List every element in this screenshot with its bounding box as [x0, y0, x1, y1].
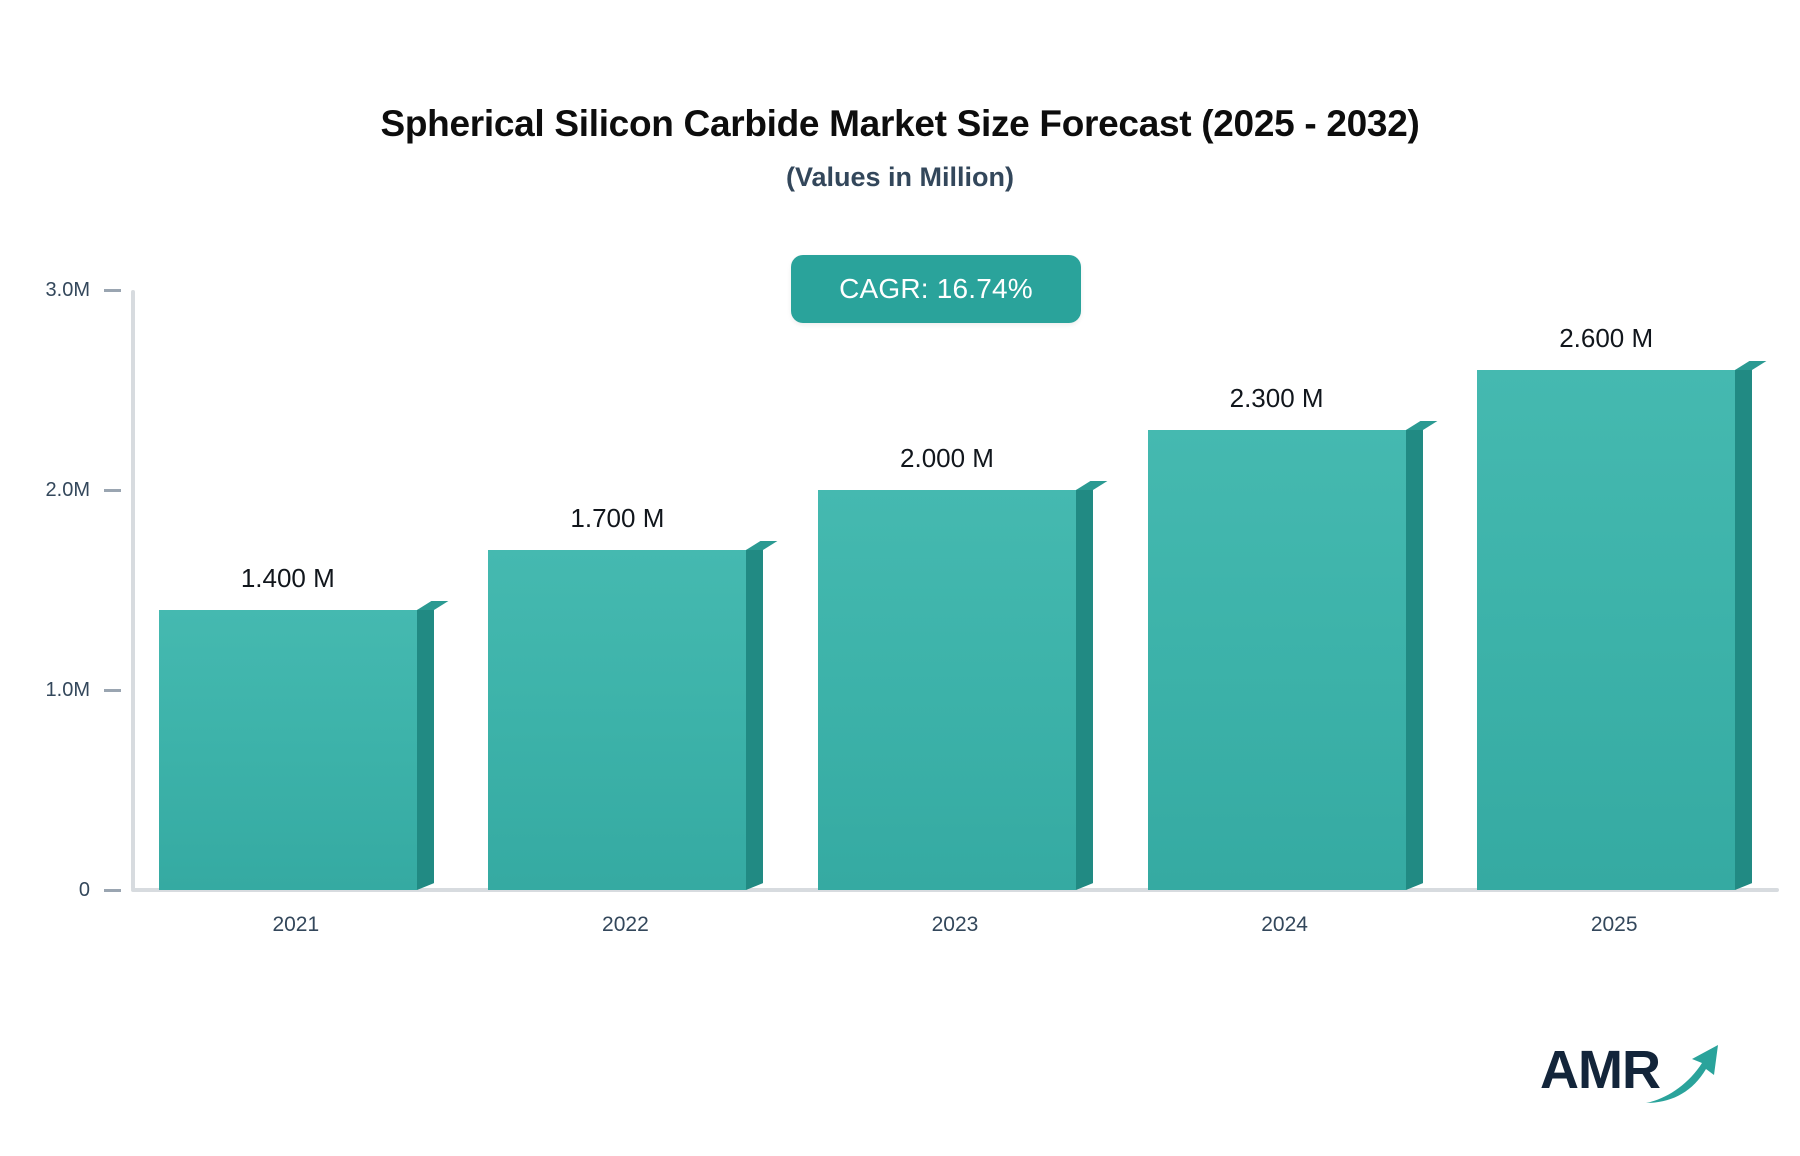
bar-top-face: [1735, 361, 1767, 370]
x-axis-tick-label: 2021: [272, 913, 320, 936]
bar-value-label: 2.300 M: [1229, 383, 1324, 413]
bar[interactable]: [1477, 361, 1767, 890]
bar-front-face: [488, 550, 747, 890]
bar-top-face: [1405, 421, 1437, 430]
bar[interactable]: [488, 541, 778, 890]
y-axis-tick: 2.0M: [0, 478, 131, 501]
y-axis-tick: 0: [0, 878, 131, 901]
page-title: Spherical Silicon Carbide Market Size Fo…: [380, 103, 1420, 144]
bar-top-face: [416, 601, 449, 610]
bar-series: 1.400 M 1.700 M 2.000 M 2.300 M 2.600 M: [131, 290, 1779, 890]
x-axis-tick-label: 2022: [602, 913, 649, 936]
bar-front-face: [1477, 370, 1736, 890]
x-axis-line: [131, 888, 1779, 892]
y-axis-line: [131, 290, 135, 890]
x-axis-tick-label: 2024: [1261, 913, 1308, 936]
bar-group: 2.000 M: [818, 290, 1108, 890]
bar-value-label: 2.000 M: [900, 443, 994, 473]
bar-group: 2.300 M: [1147, 290, 1437, 890]
bar-group: 2.600 M: [1477, 290, 1767, 890]
bar-front-face: [158, 610, 417, 890]
bar-side-face: [1076, 483, 1093, 890]
x-axis-tick-label: 2025: [1590, 913, 1638, 936]
bar-value-label: 2.600 M: [1559, 323, 1654, 353]
cagr-badge-label: CAGR: 16.74%: [839, 273, 1033, 304]
bar-side-face: [1405, 423, 1423, 890]
bar[interactable]: [158, 601, 449, 890]
y-axis-tick-label: 1.0M: [45, 678, 90, 701]
y-axis-tick-mark: [104, 288, 121, 292]
bar[interactable]: [1147, 421, 1437, 890]
bar-side-face: [416, 603, 434, 890]
bar-value-label: 1.400 M: [240, 563, 335, 593]
y-axis-tick-mark: [104, 888, 121, 892]
x-axis-tick-label: 2023: [931, 913, 979, 936]
bar-front-face: [818, 490, 1076, 890]
bar-front-face: [1147, 430, 1406, 890]
y-axis-tick-label: 2.0M: [45, 478, 90, 501]
bar-group: 1.400 M: [158, 290, 449, 890]
chart-subtitle: (Values in Million): [785, 161, 1015, 192]
bar-value-label: 1.700 M: [570, 503, 665, 533]
bar-side-face: [746, 543, 764, 890]
bar-top-face: [1076, 481, 1108, 490]
growth-arrow-icon: [1644, 1041, 1722, 1112]
bar[interactable]: [818, 481, 1108, 890]
bar-top-face: [746, 541, 778, 550]
cagr-badge: CAGR: 16.74%: [791, 255, 1081, 323]
bar-side-face: [1735, 363, 1753, 890]
y-axis-tick-mark: [104, 488, 121, 492]
amr-logo: AMR: [1540, 1035, 1720, 1115]
y-axis-tick-label: 0: [78, 878, 90, 901]
bar-group: 1.700 M: [488, 290, 778, 890]
y-axis-tick-label: 3.0M: [45, 278, 90, 301]
y-axis-tick: 1.0M: [0, 678, 131, 701]
y-axis-tick-mark: [104, 688, 121, 692]
y-axis-tick: 3.0M: [0, 278, 131, 301]
chart-header: Spherical Silicon Carbide Market Size Fo…: [0, 103, 1800, 192]
logo-text: AMR: [1540, 1040, 1661, 1100]
